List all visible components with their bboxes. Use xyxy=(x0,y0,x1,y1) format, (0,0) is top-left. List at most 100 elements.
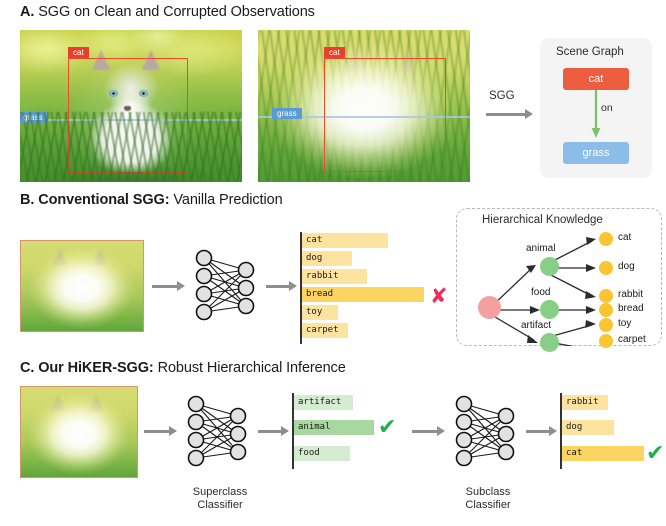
bar-food xyxy=(294,446,350,461)
section-b-title: Vanilla Prediction xyxy=(169,192,283,208)
panel-b-bar-axis xyxy=(300,232,302,344)
bar-label-dog: dog xyxy=(306,253,323,263)
subclass-classifier-text1: Subclass xyxy=(465,486,511,498)
section-a-prefix: A. xyxy=(20,4,35,20)
bounding-box-cat xyxy=(68,58,188,173)
bar-label-toy: toy xyxy=(306,307,323,317)
knowledge-label-toy: toy xyxy=(618,318,632,329)
knowledge-node-food xyxy=(540,300,559,319)
superclass-classifier-label: Superclass Classifier Superclass Classif… xyxy=(168,486,272,512)
hierarchical-knowledge-title: Hierarchical Knowledge xyxy=(482,214,603,226)
corrupted-observation-image: cat grass xyxy=(258,30,470,182)
bar-label-cat-c: cat xyxy=(566,448,583,458)
bar-label-animal: animal xyxy=(298,422,331,432)
scene-graph-title: Scene Graph xyxy=(556,46,624,58)
scene-graph-node-cat: cat xyxy=(563,68,629,90)
knowledge-label-animal: animal xyxy=(526,243,556,254)
bar-label-artifact: artifact xyxy=(298,397,342,407)
bar-label-rabbit-c: rabbit xyxy=(566,397,599,407)
bar-cat-c xyxy=(562,446,644,461)
knowledge-leaf-toy xyxy=(599,318,613,332)
panel-b-neural-network xyxy=(195,249,255,321)
tag-cat: cat xyxy=(68,47,89,58)
kitten-eye-left xyxy=(109,90,118,97)
scene-graph-edge xyxy=(591,90,601,138)
knowledge-label-dog: dog xyxy=(618,261,635,272)
tag-cat-corrupt: cat xyxy=(324,47,345,58)
check-mark-icon-subclass: ✔ xyxy=(646,441,665,466)
knowledge-label-artifact: artifact xyxy=(521,320,552,331)
knowledge-leaf-cat xyxy=(599,232,613,246)
bar-dog xyxy=(302,251,352,266)
subclass-neural-network xyxy=(455,395,515,467)
panel-c-arrow-4-line xyxy=(526,430,550,433)
bar-label-rabbit: rabbit xyxy=(306,271,339,281)
knowledge-label-carpet: carpet xyxy=(618,334,646,345)
panel-c-arrow-3-head xyxy=(437,426,445,436)
knowledge-node-animal xyxy=(540,257,559,276)
horizon-line xyxy=(20,119,242,121)
panel-b-input-thumbnail xyxy=(20,240,144,332)
panel-b-arrow-1-head xyxy=(177,281,185,291)
knowledge-label-rabbit: rabbit xyxy=(618,289,644,300)
knowledge-leaf-carpet xyxy=(599,334,613,348)
panel-c-arrow-4-head xyxy=(549,426,557,436)
kitten-ear-right xyxy=(142,50,160,70)
subclass-classifier-label: Subclass Classifier Subclass Classifier xyxy=(436,486,540,512)
kitten-nose xyxy=(124,106,131,111)
knowledge-label-food: food xyxy=(531,287,551,298)
section-c-prefix: C. Our HiKER-SGG: xyxy=(20,360,154,376)
panel-c-arrow-1-head xyxy=(169,426,177,436)
tag-grass: grass xyxy=(20,112,48,123)
scene-graph-edge-label: on xyxy=(601,102,613,114)
bar-animal xyxy=(294,420,374,435)
section-c-title: Robust Hierarchical Inference xyxy=(153,360,346,376)
panel-b-arrow-1-line xyxy=(152,285,178,288)
bar-dog-c xyxy=(562,420,614,435)
bar-carpet xyxy=(302,323,348,338)
knowledge-leaf-rabbit xyxy=(599,289,613,303)
section-a-title: SGG on Clean and Corrupted Observations xyxy=(34,4,315,20)
bar-cat xyxy=(302,233,388,248)
superclass-classifier-text1: Superclass xyxy=(192,486,248,498)
superclass-classifier-text2: Classifier xyxy=(197,499,243,511)
bar-bread xyxy=(302,287,424,302)
panel-c-arrow-1-line xyxy=(144,430,170,433)
section-a-heading: A. SGG on Clean and Corrupted Observatio… xyxy=(20,4,315,20)
section-b-heading: B. Conventional SGG: Vanilla Prediction xyxy=(20,192,283,208)
scene-graph-node-grass: grass xyxy=(563,142,629,164)
bar-toy xyxy=(302,305,338,320)
bar-label-dog-c: dog xyxy=(566,422,583,432)
bar-rabbit-c xyxy=(562,395,608,410)
thumb-b-glare xyxy=(21,241,143,331)
bar-label-carpet: carpet xyxy=(306,325,339,335)
sgg-arrow-head xyxy=(525,109,533,119)
subclass-classifier-text2: Classifier xyxy=(465,499,511,511)
panel-b-arrow-2-head xyxy=(289,281,297,291)
tag-grass-corrupt: grass xyxy=(272,108,302,119)
knowledge-label-bread: bread xyxy=(618,303,644,314)
sgg-arrow-line xyxy=(486,113,526,116)
kitten-ear-left xyxy=(92,50,110,70)
cross-mark-icon: ✘ xyxy=(430,284,448,308)
panel-b-arrow-2-line xyxy=(266,285,290,288)
bar-label-food: food xyxy=(298,448,320,458)
knowledge-label-cat: cat xyxy=(618,232,632,243)
panel-c-input-thumbnail xyxy=(20,386,138,478)
panel-c-arrow-3-line xyxy=(412,430,438,433)
section-b-prefix: B. Conventional SGG: xyxy=(20,192,170,208)
subclass-bar-axis xyxy=(560,393,562,469)
superclass-neural-network xyxy=(187,395,247,467)
bar-label-cat: cat xyxy=(306,235,323,245)
knowledge-leaf-dog xyxy=(599,261,613,275)
check-mark-icon-superclass: ✔ xyxy=(378,415,397,440)
superclass-bar-axis xyxy=(292,393,294,469)
knowledge-node-root xyxy=(478,296,501,319)
bounding-box-cat-corrupt xyxy=(324,58,446,172)
knowledge-leaf-bread xyxy=(599,303,613,317)
bar-artifact xyxy=(294,395,353,410)
bar-label-bread: bread xyxy=(306,289,334,299)
kitten-eye-right xyxy=(139,90,148,97)
thumb-c-glare xyxy=(21,387,137,477)
panel-c-arrow-2-line xyxy=(258,430,282,433)
